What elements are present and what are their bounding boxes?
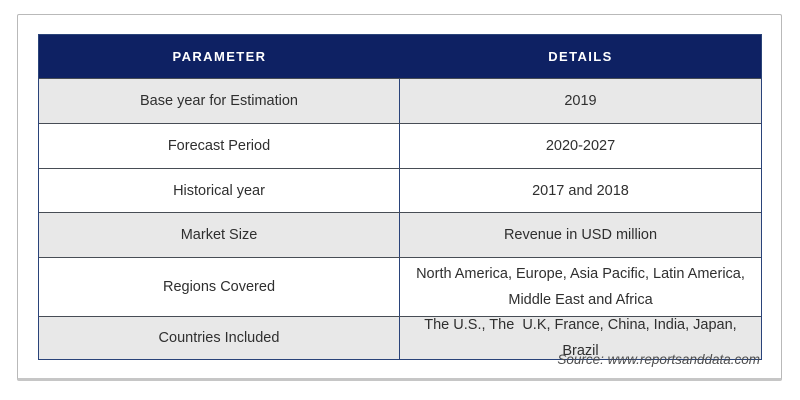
- column-header-parameter: PARAMETER: [172, 49, 267, 64]
- details-cell: Revenue in USD million: [503, 227, 658, 243]
- table-row: Base year for Estimation 2019: [39, 78, 761, 123]
- source-attribution: Source: www.reportsanddata.com: [557, 352, 760, 367]
- parameter-cell: Countries Included: [39, 317, 400, 359]
- table-row: Countries Included The U.S., The U.K, Fr…: [39, 316, 761, 359]
- table-row: Forecast Period 2020-2027: [39, 123, 761, 168]
- report-scope-card: PARAMETER DETAILS Base year for Estimati…: [17, 14, 782, 381]
- parameter-cell: Historical year: [39, 169, 400, 212]
- details-cell: North America, Europe, Asia Pacific, Lat…: [416, 266, 749, 308]
- table-header-row: PARAMETER DETAILS: [39, 35, 761, 78]
- parameter-cell: Market Size: [39, 213, 400, 257]
- table-row: Regions Covered North America, Europe, A…: [39, 257, 761, 316]
- parameter-cell: Regions Covered: [39, 258, 400, 316]
- parameter-details-table: PARAMETER DETAILS Base year for Estimati…: [38, 34, 762, 360]
- parameter-cell: Base year for Estimation: [39, 79, 400, 123]
- parameter-cell: Forecast Period: [39, 124, 400, 168]
- column-header-details: DETAILS: [548, 49, 613, 64]
- details-cell: 2019: [564, 93, 597, 109]
- details-cell: 2017 and 2018: [532, 182, 629, 199]
- details-cell: 2020-2027: [545, 138, 616, 154]
- table-row: Historical year 2017 and 2018: [39, 168, 761, 212]
- table-row: Market Size Revenue in USD million: [39, 212, 761, 257]
- details-cell: The U.S., The U.K, France, China, India,…: [424, 317, 741, 359]
